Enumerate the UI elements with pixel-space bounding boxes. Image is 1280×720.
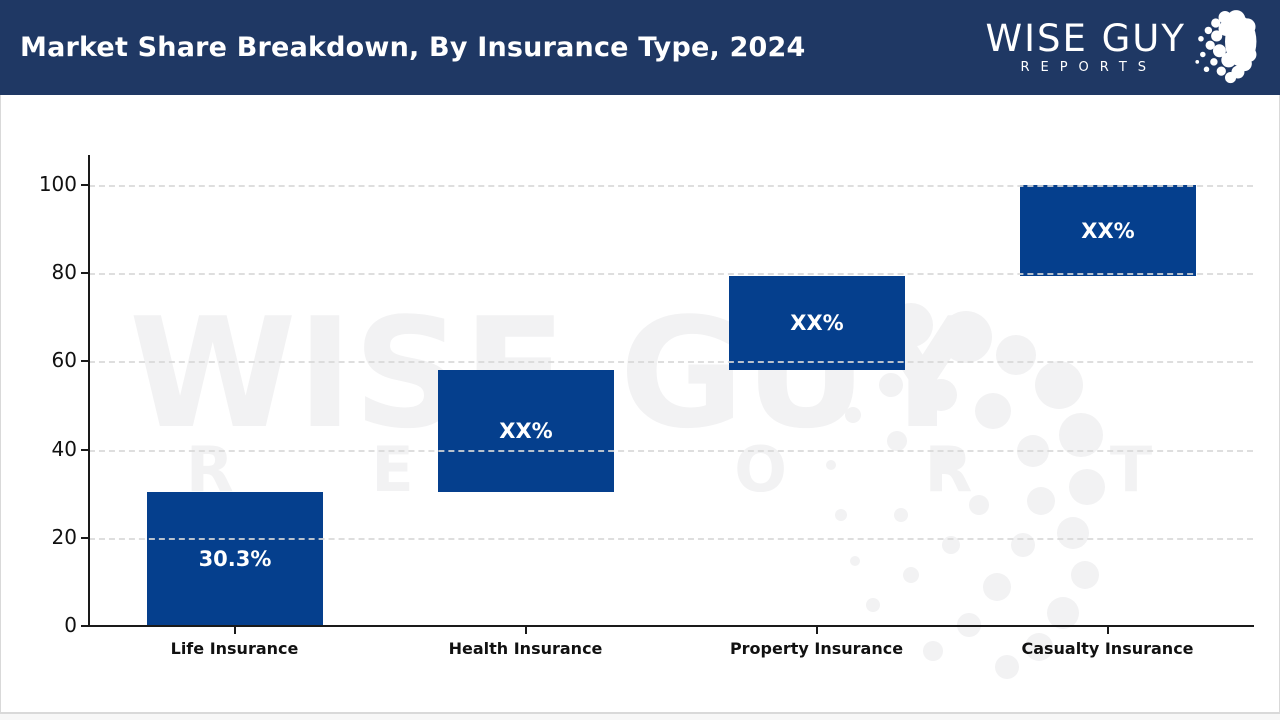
x-category-label-4: Casualty Insurance <box>1021 639 1194 658</box>
y-tick-label-100: 100 <box>38 172 77 196</box>
x-tick-mark-1 <box>233 627 236 634</box>
bottom-strip <box>0 714 1280 720</box>
x-tick-mark-3 <box>815 627 818 634</box>
bar-health-insurance: XX% <box>438 369 614 493</box>
bar-value-label: XX% <box>1081 218 1135 243</box>
y-tick-label-0: 0 <box>64 613 77 637</box>
gridline-40 <box>89 449 1253 452</box>
header: Market Share Breakdown, By Insurance Typ… <box>0 0 1280 95</box>
x-tick-mark-4 <box>1106 627 1109 634</box>
y-tick-label-40: 40 <box>51 436 77 461</box>
bar-life-insurance: 30.3% <box>147 492 323 626</box>
brand-logo-text: WISE GUY REPORTS <box>986 20 1186 75</box>
bar-property-insurance: XX% <box>729 276 905 370</box>
y-tick-label-80: 80 <box>51 260 77 285</box>
bar-value-label: XX% <box>790 311 844 336</box>
x-category-label-2: Health Insurance <box>448 639 603 658</box>
y-tick-mark-20 <box>81 536 89 539</box>
y-tick-label-60: 60 <box>51 348 77 373</box>
y-tick-label-20: 20 <box>51 524 77 549</box>
y-tick-mark-60 <box>81 360 89 363</box>
logo-head-icon <box>1195 9 1257 83</box>
y-axis-line <box>88 155 90 627</box>
y-tick-mark-80 <box>81 272 89 275</box>
x-category-label-1: Life Insurance <box>170 639 299 658</box>
y-tick-mark-0 <box>81 625 89 627</box>
bar-value-label: 30.3% <box>198 547 272 572</box>
bar-casualty-insurance: XX% <box>1020 185 1196 277</box>
brand-name: WISE GUY <box>985 17 1186 60</box>
gridline-60 <box>89 361 1253 364</box>
bar-value-label: XX% <box>499 419 553 444</box>
brand-subtitle: REPORTS <box>1020 60 1158 75</box>
x-axis-line <box>87 625 1254 627</box>
brand-logo: WISE GUY REPORTS <box>986 8 1262 88</box>
gridline-100 <box>89 185 1253 187</box>
page-title: Market Share Breakdown, By Insurance Typ… <box>20 32 806 63</box>
plot-area: 30.3% XX% XX% XX% <box>89 185 1253 626</box>
y-tick-mark-100 <box>81 184 89 186</box>
x-tick-mark-2 <box>524 627 527 634</box>
gridline-20 <box>89 537 1253 540</box>
y-tick-mark-40 <box>81 448 89 451</box>
gridline-80 <box>89 273 1253 276</box>
x-category-label-3: Property Insurance <box>729 639 904 658</box>
